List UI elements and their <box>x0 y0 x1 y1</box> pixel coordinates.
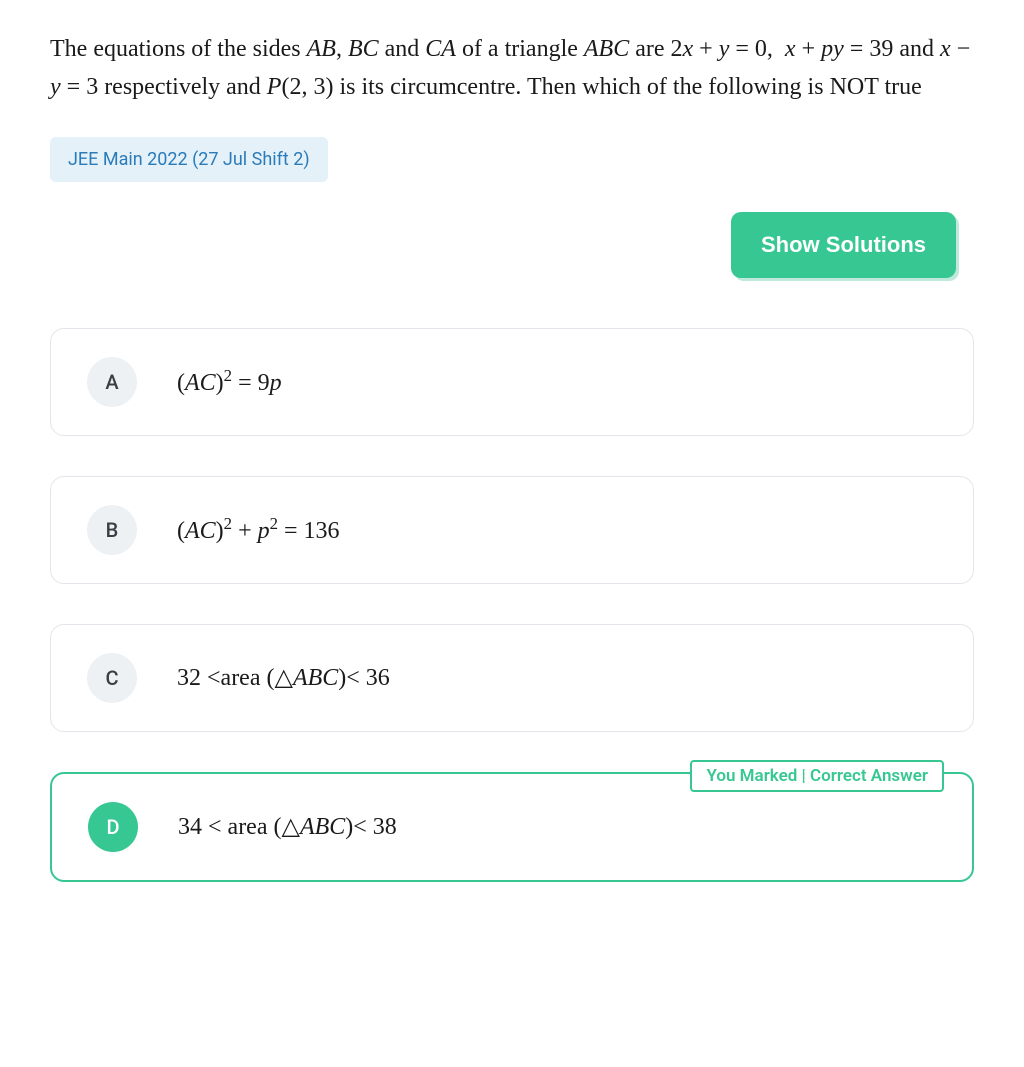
option-content: 32 <area (△ABC)< 36 <box>177 663 390 692</box>
option-d[interactable]: You Marked | Correct AnswerD34 < area (△… <box>50 772 974 882</box>
options-list: A (AC)2 = 9p B (AC)2 + p2 = 136 C 32 <area (△… <box>50 328 974 882</box>
option-content: (AC)2 = 9p <box>177 366 282 397</box>
option-letter: C <box>87 653 137 703</box>
solutions-row: Show Solutions <box>50 212 974 278</box>
option-b[interactable]: B (AC)2 + p2 = 136 <box>50 476 974 584</box>
option-content: 34 < area (△ABC)< 38 <box>178 812 397 841</box>
option-c[interactable]: C 32 <area (△ABC)< 36 <box>50 624 974 732</box>
option-letter: B <box>87 505 137 555</box>
option-letter: D <box>88 802 138 852</box>
option-a[interactable]: A (AC)2 = 9p <box>50 328 974 436</box>
exam-tag[interactable]: JEE Main 2022 (27 Jul Shift 2) <box>50 137 328 182</box>
option-letter: A <box>87 357 137 407</box>
show-solutions-button[interactable]: Show Solutions <box>731 212 956 278</box>
correct-answer-badge: You Marked | Correct Answer <box>690 760 944 792</box>
option-content: (AC)2 + p2 = 136 <box>177 514 340 545</box>
question-text: The equations of the sides AB, BC and CA… <box>50 30 974 107</box>
